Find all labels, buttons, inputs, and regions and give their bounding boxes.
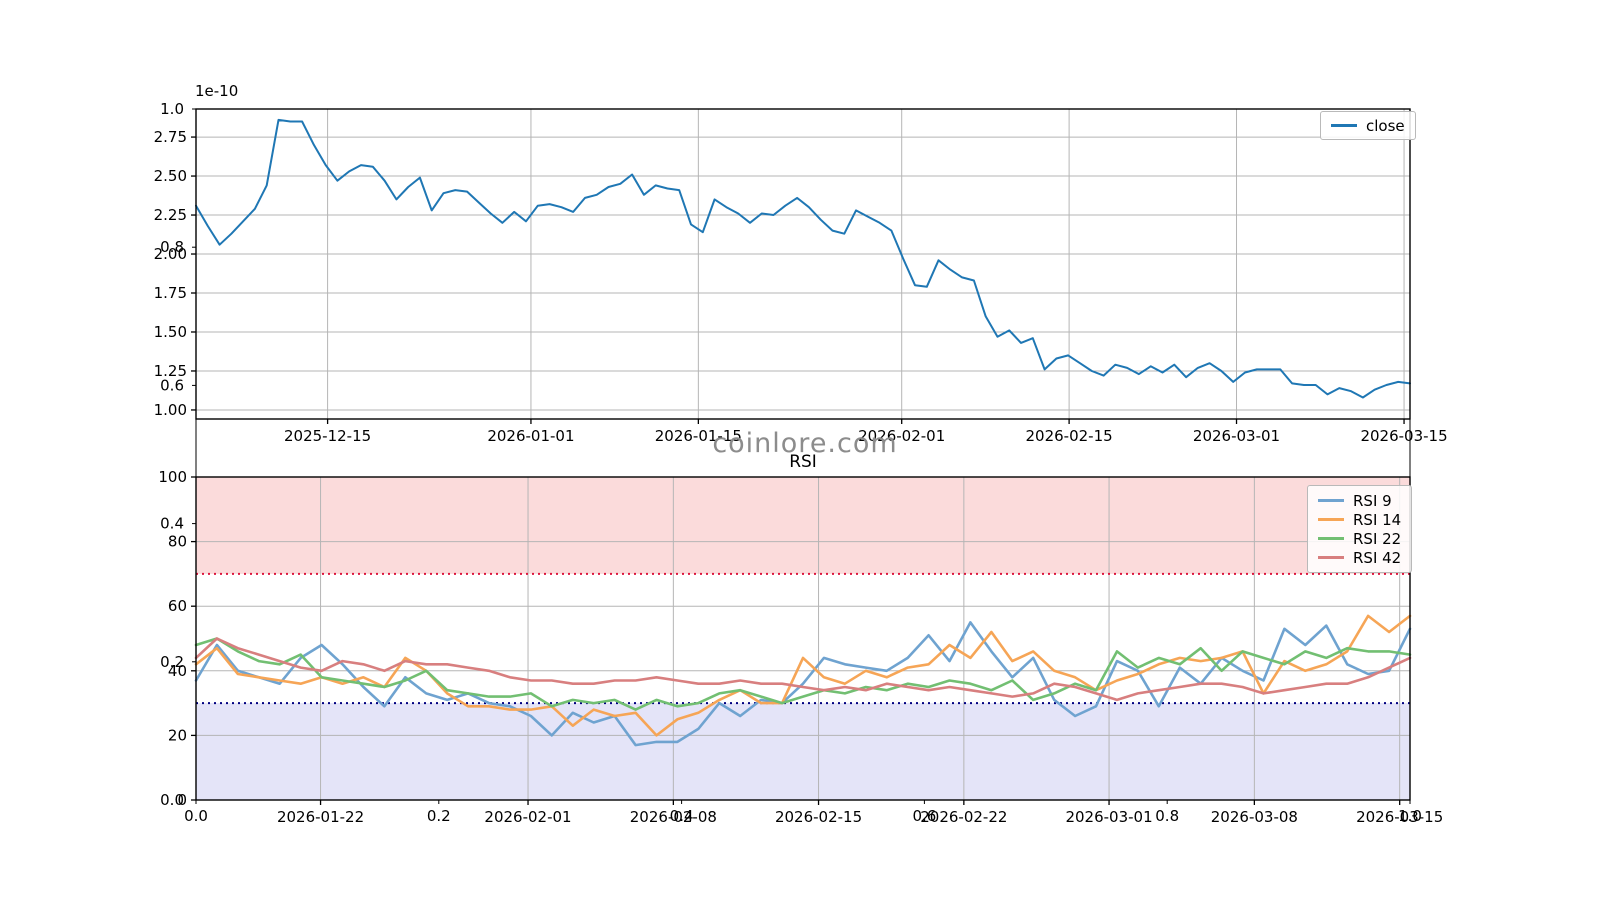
rsi-legend-entry: RSI 9: [1318, 491, 1401, 510]
rsi-chart-ytick-label: 40: [168, 662, 187, 680]
top-chart-xtick-label: 2026-01-15: [655, 427, 742, 445]
rsi-legend-entry: RSI 14: [1318, 510, 1401, 529]
rsi-14-legend-swatch: [1318, 518, 1344, 521]
top-chart-xtick-label: 2026-03-15: [1360, 427, 1447, 445]
overlay-ytick-label: 0.8: [160, 238, 184, 256]
rsi-legend-entry: RSI 42: [1318, 548, 1401, 567]
watermark: coinlore.com: [712, 428, 898, 459]
top-chart-axes-frame: [195, 108, 1411, 420]
rsi-chart-xtick-label: 2026-03-01: [1065, 808, 1152, 826]
top-chart-ytick-label: 2.25: [154, 206, 187, 224]
rsi-22-legend-swatch: [1318, 537, 1344, 540]
close-legend-label: close: [1366, 116, 1405, 135]
overlay-ytick-label: 0.6: [160, 376, 184, 394]
top-chart-xtick-label: 2026-01-01: [487, 427, 574, 445]
rsi-42-legend-swatch: [1318, 556, 1344, 559]
top-chart-ytick-label: 1.00: [154, 401, 187, 419]
rsi-14-legend-label: RSI 14: [1353, 510, 1402, 529]
rsi-chart-xtick-label: 2026-02-22: [920, 808, 1007, 826]
rsi-chart-ytick-label: 80: [168, 533, 187, 551]
rsi-22-legend-label: RSI 22: [1353, 529, 1402, 548]
overlay-xtick-label: 0.4: [670, 807, 694, 825]
top-chart-xtick-label: 2026-02-15: [1026, 427, 1113, 445]
overlay-axes-frame: [195, 108, 1411, 801]
top-chart-ytick-label: 1.75: [154, 284, 187, 302]
top-chart-ytick-label: 2.75: [154, 128, 187, 146]
top-chart-xtick-label: 2026-02-01: [858, 427, 945, 445]
oversold-band: [196, 703, 1410, 800]
overlay-xtick-label: 0.0: [184, 807, 208, 825]
rsi-9-legend-swatch: [1318, 499, 1344, 502]
rsi-42-series-line: [194, 637, 1412, 702]
rsi-legend-entry: RSI 22: [1318, 529, 1401, 548]
rsi-42-legend-label: RSI 42: [1353, 548, 1402, 567]
overlay-xtick-label: 0.2: [427, 807, 451, 825]
overlay-xtick-label: 0.8: [1155, 807, 1179, 825]
rsi-9-series-line: [194, 621, 1412, 747]
overbought-band: [196, 477, 1410, 574]
rsi-9-legend-label: RSI 9: [1353, 491, 1392, 510]
close-series-line: [195, 118, 1411, 399]
top-chart-ytick-label: 2.00: [154, 245, 187, 263]
rsi-14-series-line: [194, 614, 1412, 737]
rsi-chart-xtick-label: 2026-02-08: [630, 808, 717, 826]
rsi-chart-ytick-label: 100: [158, 468, 187, 486]
close-legend: close: [1320, 111, 1416, 140]
close-legend-entry: close: [1331, 116, 1405, 135]
rsi-22-series-line: [194, 637, 1412, 711]
overlay-ytick-label: 0.2: [160, 653, 184, 671]
rsi-chart-title: RSI: [789, 452, 817, 472]
rsi-chart-xtick-label: 2026-01-22: [277, 808, 364, 826]
rsi-chart-ytick-label: 60: [168, 597, 187, 615]
top-chart-xtick-label: 2025-12-15: [284, 427, 371, 445]
overlay-xtick-label: 1.0: [1398, 807, 1422, 825]
overlay-ytick-label: 1.0: [160, 100, 184, 118]
overlay-ytick-label: 0.0: [160, 791, 184, 809]
top-chart-ytick-label: 2.50: [154, 167, 187, 185]
rsi-chart-ytick-label: 20: [168, 726, 187, 744]
y-axis-offset-label: 1e-10: [195, 82, 239, 100]
rsi-chart-xtick-label: 2026-03-15: [1356, 808, 1443, 826]
close-legend-swatch: [1331, 124, 1357, 127]
rsi-chart-xtick-label: 2026-02-01: [484, 808, 571, 826]
rsi-chart-ytick-label: 0: [177, 791, 187, 809]
top-chart-ytick-label: 1.25: [154, 362, 187, 380]
overlay-ytick-label: 0.4: [160, 515, 184, 533]
top-chart-xtick-label: 2026-03-01: [1193, 427, 1280, 445]
top-chart-ytick-label: 1.50: [154, 323, 187, 341]
rsi-legend: RSI 9 RSI 14 RSI 22 RSI 42: [1307, 485, 1413, 573]
rsi-chart-xtick-label: 2026-03-08: [1211, 808, 1298, 826]
rsi-chart-xtick-label: 2026-02-15: [775, 808, 862, 826]
overlay-xtick-label: 0.6: [912, 807, 936, 825]
